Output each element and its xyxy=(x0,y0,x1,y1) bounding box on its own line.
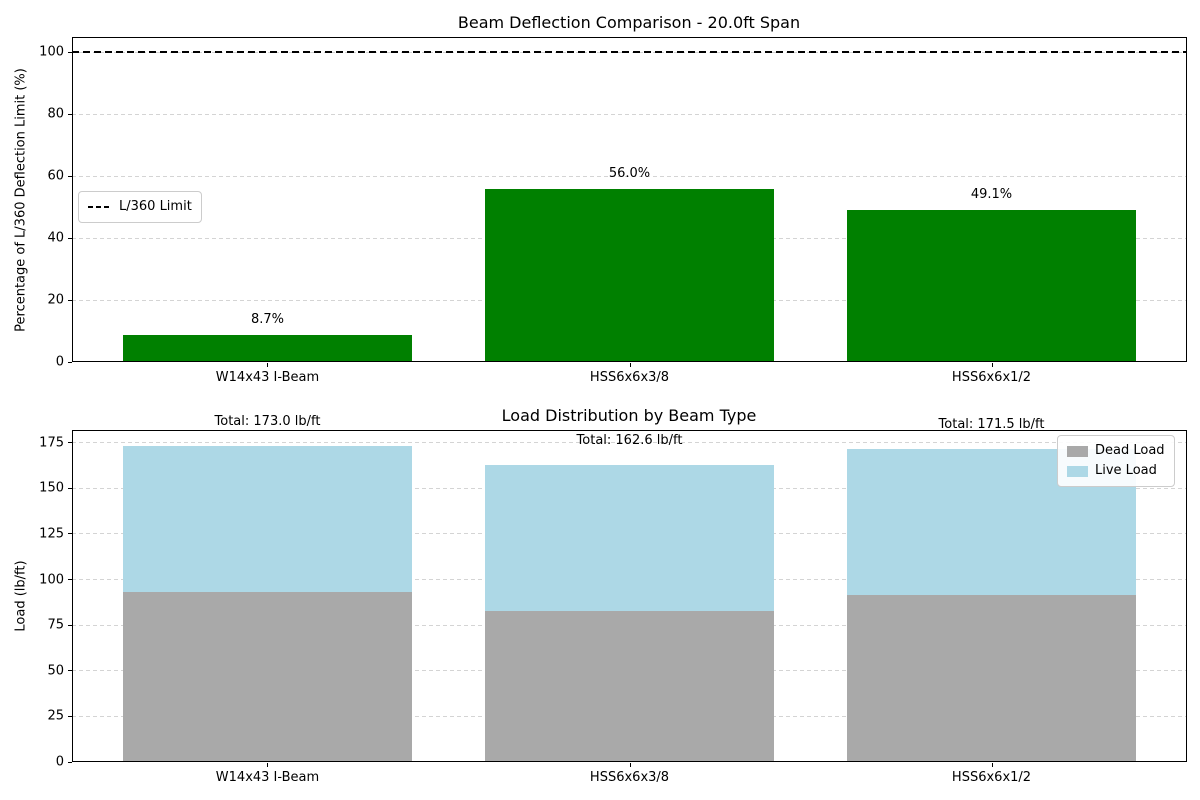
y-tick-label: 75 xyxy=(47,617,64,633)
y-tickmark xyxy=(68,51,72,53)
y-tickmark xyxy=(68,624,72,626)
load-chart-title: Load Distribution by Beam Type xyxy=(501,406,757,425)
load-bar-segment xyxy=(846,595,1137,762)
x-tickmark xyxy=(629,363,631,367)
legend-label: Dead Load xyxy=(1095,443,1165,458)
load-bar-segment xyxy=(484,611,775,762)
legend-label: Live Load xyxy=(1095,463,1157,479)
y-tick-label: 0 xyxy=(55,354,64,370)
load-chart-axes xyxy=(72,430,1187,762)
load-chart-legend: Dead Load Live Load xyxy=(1057,435,1175,488)
x-category-label: W14x43 I-Beam xyxy=(215,370,320,385)
x-tickmark xyxy=(629,763,631,767)
dashed-line-icon xyxy=(88,206,112,209)
x-tickmark xyxy=(267,363,269,367)
bar-total-label: Total: 173.0 lb/ft xyxy=(214,414,321,430)
load-bar-segment xyxy=(484,465,775,612)
x-category-label: HSS6x6x3/8 xyxy=(589,770,670,785)
gridline xyxy=(72,175,1187,177)
bar-value-label: 49.1% xyxy=(970,187,1013,203)
y-tickmark xyxy=(68,533,72,535)
legend-label: L/360 Limit xyxy=(119,199,192,214)
y-tickmark xyxy=(68,299,72,301)
y-tick-label: 60 xyxy=(47,168,64,184)
deflection-chart-axes xyxy=(72,37,1187,362)
y-tick-label: 50 xyxy=(47,663,64,679)
legend-entry: Dead Load xyxy=(1067,441,1165,461)
deflection-chart-legend: L/360 Limit xyxy=(78,191,202,224)
y-tick-label: 125 xyxy=(39,526,64,542)
y-tickmark xyxy=(68,113,72,115)
legend-entry: Live Load xyxy=(1067,461,1165,481)
x-tickmark xyxy=(991,363,993,367)
color-swatch-icon xyxy=(1067,445,1088,457)
y-tick-label: 25 xyxy=(47,708,64,724)
deflection-bar xyxy=(122,335,413,362)
y-tick-label: 100 xyxy=(39,572,64,588)
y-tickmark xyxy=(68,670,72,672)
x-category-label: HSS6x6x1/2 xyxy=(951,370,1032,385)
deflection-bar xyxy=(846,210,1137,362)
y-tickmark xyxy=(68,579,72,581)
y-tick-label: 100 xyxy=(39,44,64,60)
x-category-label: HSS6x6x1/2 xyxy=(951,770,1032,785)
deflection-bar xyxy=(484,188,775,362)
y-tickmark xyxy=(68,175,72,177)
x-category-label: HSS6x6x3/8 xyxy=(589,370,670,385)
bar-total-label: Total: 162.6 lb/ft xyxy=(576,433,683,449)
load-bar-segment xyxy=(122,446,413,593)
x-category-label: W14x43 I-Beam xyxy=(215,770,320,785)
y-tick-label: 80 xyxy=(47,106,64,122)
y-tick-label: 175 xyxy=(39,435,64,451)
color-swatch-icon xyxy=(1067,465,1088,477)
deflection-chart-title: Beam Deflection Comparison - 20.0ft Span xyxy=(457,13,801,32)
bar-value-label: 8.7% xyxy=(250,312,284,328)
legend-entry: L/360 Limit xyxy=(88,197,192,217)
limit-reference-line xyxy=(72,51,1187,54)
y-tickmark xyxy=(68,361,72,363)
y-tickmark xyxy=(68,487,72,489)
y-tickmark xyxy=(68,761,72,763)
load-bar-segment xyxy=(122,592,413,762)
y-tick-label: 150 xyxy=(39,480,64,496)
y-tick-label: 0 xyxy=(55,754,64,770)
x-tickmark xyxy=(991,763,993,767)
x-tickmark xyxy=(267,763,269,767)
bar-total-label: Total: 171.5 lb/ft xyxy=(938,417,1045,433)
gridline xyxy=(72,113,1187,115)
y-tickmark xyxy=(68,442,72,444)
y-tick-label: 40 xyxy=(47,230,64,246)
bar-value-label: 56.0% xyxy=(608,165,651,181)
gridline xyxy=(72,442,1187,444)
y-tickmark xyxy=(68,715,72,717)
y-tickmark xyxy=(68,237,72,239)
y-tick-label: 20 xyxy=(47,292,64,308)
